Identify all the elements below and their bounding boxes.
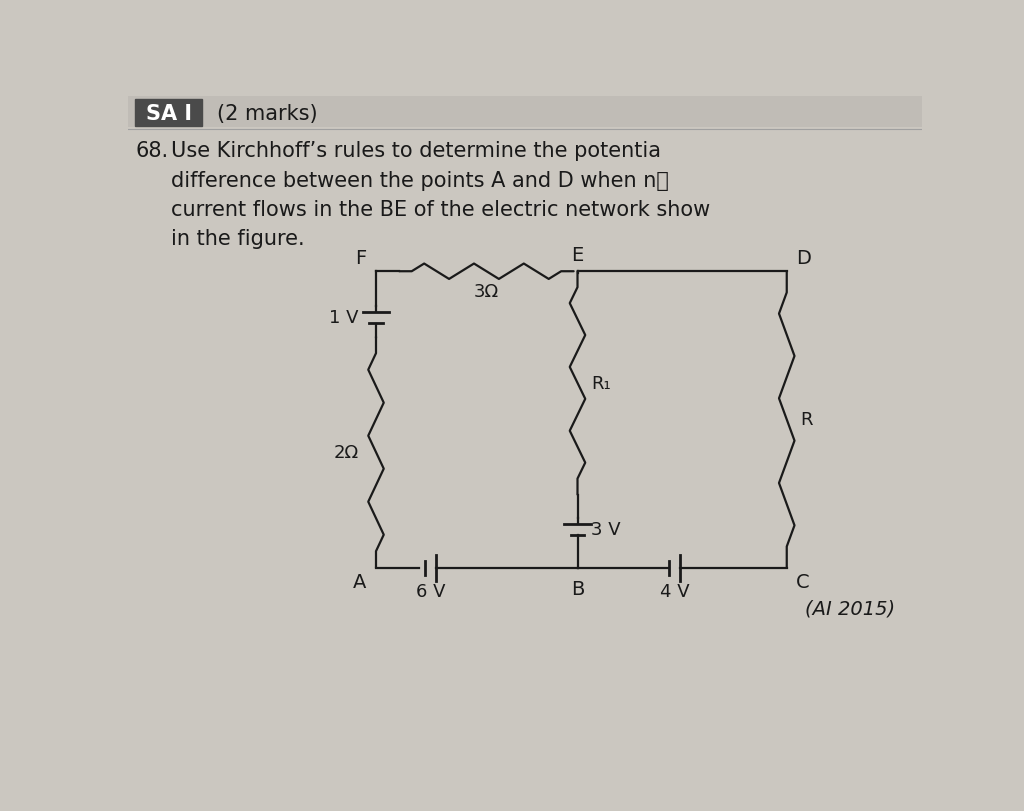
Text: 3 V: 3 V (592, 521, 622, 539)
Text: current flows in the BE of the electric network show: current flows in the BE of the electric … (171, 200, 710, 220)
Text: 2Ω: 2Ω (334, 444, 359, 461)
Text: E: E (571, 245, 584, 264)
FancyBboxPatch shape (135, 100, 203, 127)
Text: D: D (796, 248, 811, 268)
Text: difference between the points A and D when n␀: difference between the points A and D wh… (171, 170, 669, 191)
Text: 4 V: 4 V (659, 581, 689, 600)
Text: B: B (570, 580, 584, 599)
Text: C: C (796, 573, 810, 591)
Text: 6 V: 6 V (416, 581, 445, 600)
Text: F: F (355, 248, 367, 268)
FancyBboxPatch shape (128, 97, 922, 128)
Text: (2 marks): (2 marks) (217, 104, 317, 123)
Text: in the figure.: in the figure. (171, 229, 304, 249)
Text: A: A (353, 573, 367, 591)
Text: R: R (801, 411, 813, 429)
Text: 68.: 68. (136, 141, 169, 161)
Text: Use Kirchhoff’s rules to determine the potentia: Use Kirchhoff’s rules to determine the p… (171, 141, 660, 161)
Text: SA I: SA I (145, 104, 191, 123)
Text: 1 V: 1 V (330, 309, 359, 327)
Text: 3Ω: 3Ω (474, 283, 499, 301)
Text: (AI 2015): (AI 2015) (805, 599, 895, 618)
Text: R₁: R₁ (592, 375, 611, 393)
